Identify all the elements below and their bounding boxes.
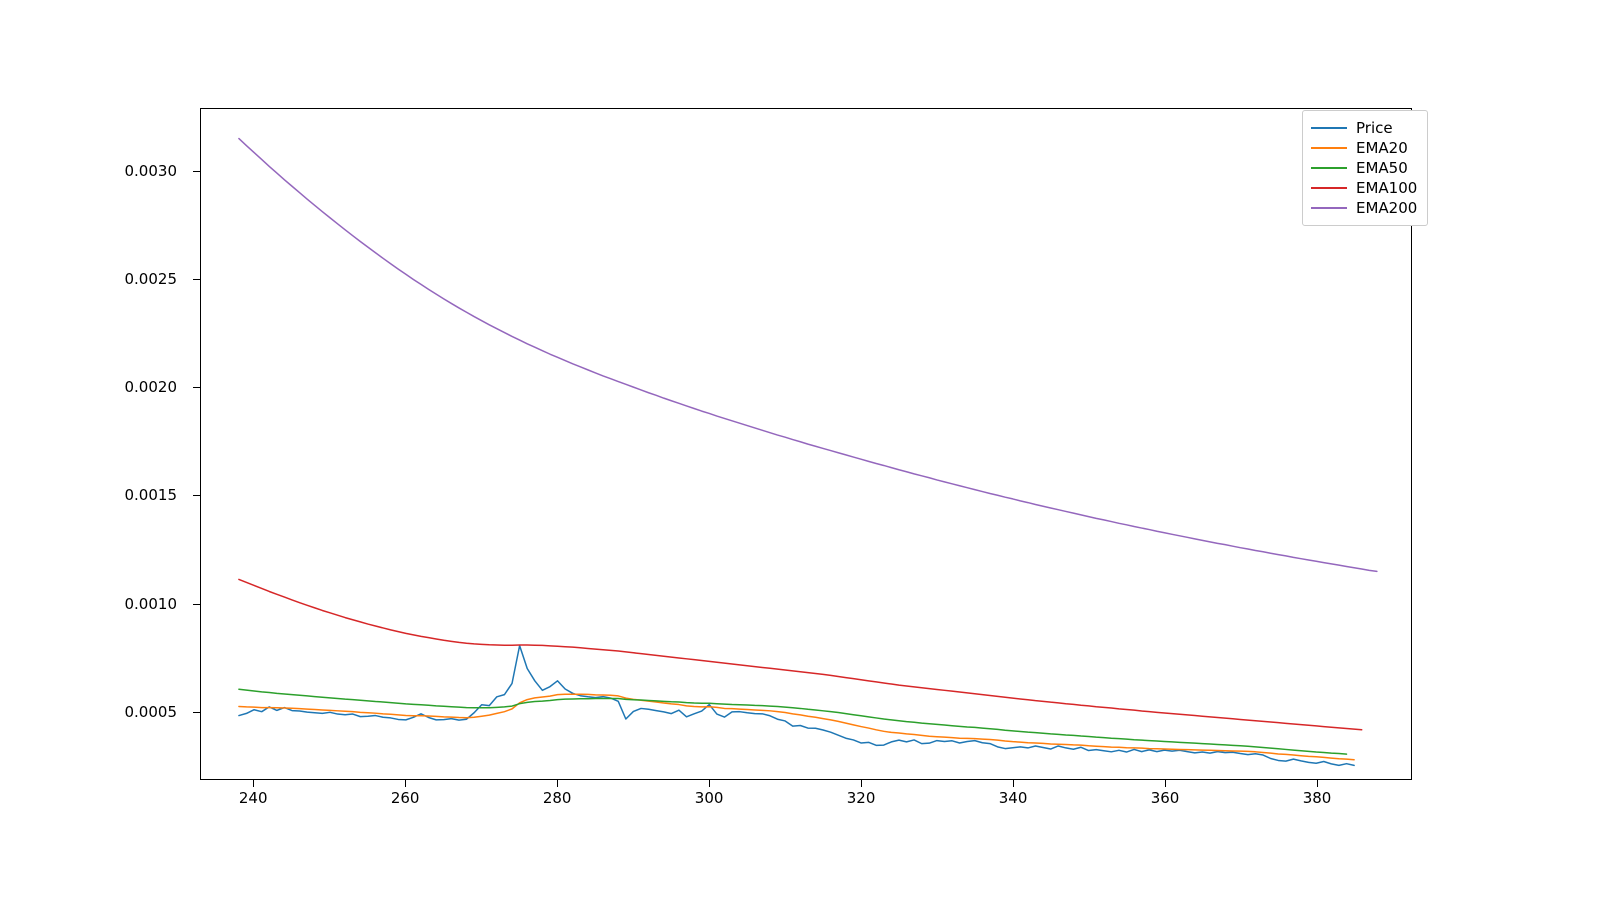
plot-axes xyxy=(200,108,1412,780)
x-tick-mark xyxy=(1165,780,1167,787)
legend-swatch-ema20 xyxy=(1311,147,1347,149)
legend-item-ema100[interactable]: EMA100 xyxy=(1311,178,1417,198)
line-ema20 xyxy=(239,694,1354,760)
line-ema50 xyxy=(239,689,1347,754)
y-tick-label: 0.0010 xyxy=(124,594,178,613)
x-tick-label: 320 xyxy=(846,789,876,807)
line-ema100 xyxy=(239,579,1362,729)
x-tick-label: 360 xyxy=(1150,789,1180,807)
legend-swatch-ema200 xyxy=(1311,207,1347,209)
y-tick-mark xyxy=(193,711,200,713)
x-tick-mark xyxy=(405,780,407,787)
x-tick-mark xyxy=(861,780,863,787)
y-tick-label: 0.0030 xyxy=(124,161,178,180)
x-tick-label: 260 xyxy=(390,789,420,807)
legend-swatch-ema100 xyxy=(1311,187,1347,189)
legend-item-ema20[interactable]: EMA20 xyxy=(1311,138,1417,158)
y-tick-mark xyxy=(193,495,200,497)
x-tick-label: 380 xyxy=(1302,789,1332,807)
y-tick-label: 0.0005 xyxy=(124,702,178,721)
legend-swatch-price xyxy=(1311,127,1347,129)
line-ema200 xyxy=(239,139,1377,572)
x-tick-mark xyxy=(253,780,255,787)
legend-label: Price xyxy=(1356,119,1393,137)
y-tick-mark xyxy=(193,278,200,280)
y-tick-mark xyxy=(193,387,200,389)
legend-label: EMA50 xyxy=(1356,159,1408,177)
y-tick-mark xyxy=(193,170,200,172)
legend-label: EMA20 xyxy=(1356,139,1408,157)
x-tick-label: 300 xyxy=(694,789,724,807)
legend-item-ema50[interactable]: EMA50 xyxy=(1311,158,1417,178)
x-tick-mark xyxy=(1317,780,1319,787)
legend-swatch-ema50 xyxy=(1311,167,1347,169)
series-lines xyxy=(201,109,1411,779)
y-tick-label: 0.0020 xyxy=(124,378,178,397)
legend-label: EMA100 xyxy=(1356,179,1418,197)
chart-legend[interactable]: Price EMA20 EMA50 EMA100 EMA200 xyxy=(1302,110,1429,226)
line-price xyxy=(239,646,1354,766)
x-tick-label: 340 xyxy=(998,789,1028,807)
x-tick-mark xyxy=(709,780,711,787)
y-tick-label: 0.0025 xyxy=(124,269,178,288)
x-tick-mark xyxy=(557,780,559,787)
x-tick-label: 240 xyxy=(238,789,268,807)
x-tick-mark xyxy=(1013,780,1015,787)
legend-item-ema200[interactable]: EMA200 xyxy=(1311,198,1417,218)
y-tick-label: 0.0015 xyxy=(124,486,178,505)
legend-label: EMA200 xyxy=(1356,199,1418,217)
x-tick-label: 280 xyxy=(542,789,572,807)
legend-item-price[interactable]: Price xyxy=(1311,118,1417,138)
y-tick-mark xyxy=(193,603,200,605)
